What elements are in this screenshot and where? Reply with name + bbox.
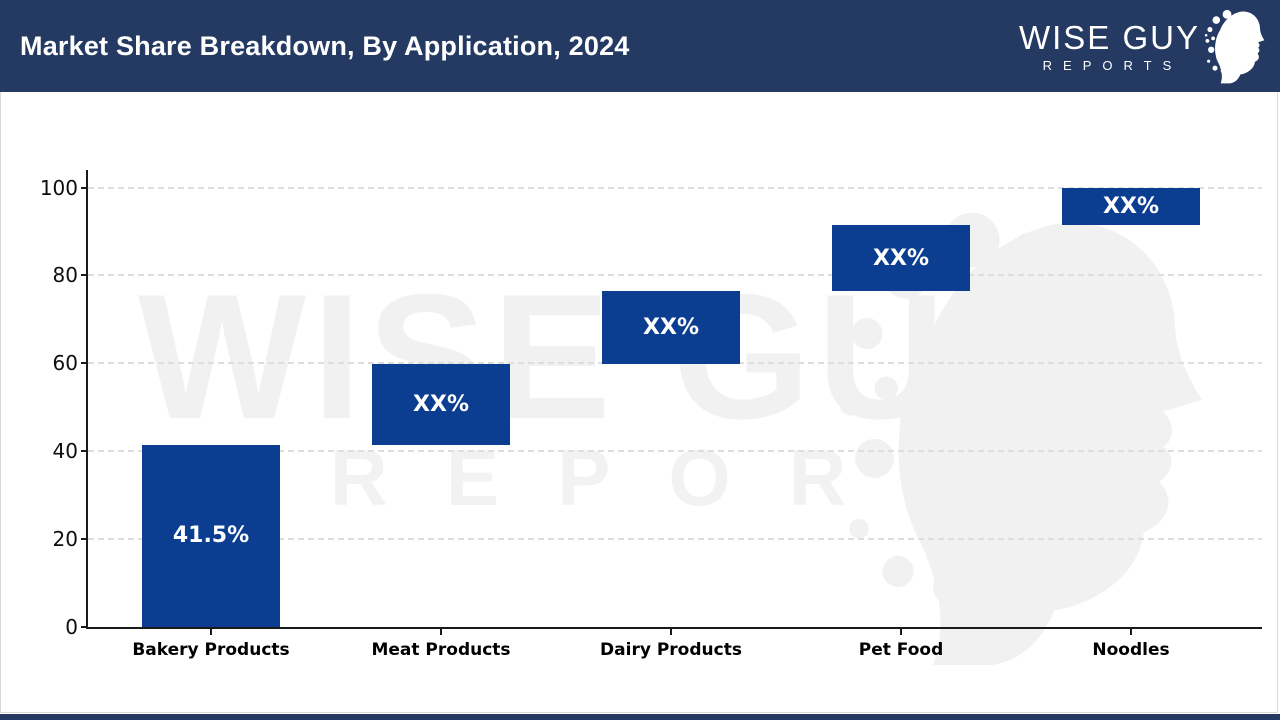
bar-segment: XX% [1062,187,1200,225]
x-category-label: Noodles [1092,640,1170,660]
gridline-100 [88,186,1262,189]
gridline-20 [88,538,1262,541]
logo-line2: REPORTS [1042,57,1183,73]
gridline-40 [88,450,1262,453]
y-axis-line [86,170,88,629]
footer-bar [0,714,1280,720]
x-tick-mark [1130,628,1132,635]
x-tick-mark [670,628,672,635]
bar-segment: XX% [832,224,970,292]
y-tick-mark [81,450,88,453]
y-tick-label: 40 [52,439,78,464]
x-tick-mark [210,628,212,635]
x-tick-mark [440,628,442,635]
x-category-label: Pet Food [858,640,944,660]
bar-segment: 41.5% [142,444,280,627]
x-axis-line [86,627,1262,629]
wiseguy-logo: WISE GUY REPORTS [1019,8,1266,84]
y-tick-label: 20 [52,527,78,552]
y-tick-mark [81,538,88,541]
header-bar: Market Share Breakdown, By Application, … [0,0,1280,92]
bar-value-label: XX% [1103,193,1159,219]
logo-wordmark: WISE GUY REPORTS [1019,21,1200,72]
y-tick-label: 0 [65,615,78,639]
x-tick-mark [900,628,902,635]
y-tick-label: 80 [52,263,78,288]
y-tick-mark [81,274,88,277]
y-tick-mark [81,626,88,628]
x-category-label: Bakery Products [132,640,290,660]
bar-value-label: XX% [873,245,929,271]
y-tick-label: 100 [39,175,78,200]
gridline-80 [88,274,1262,277]
x-category-label: Meat Products [371,640,511,660]
bar-segment: XX% [602,291,740,365]
bar-segment: XX% [372,364,510,445]
bar-value-label: XX% [643,315,699,341]
bar-value-label: 41.5% [172,523,250,549]
y-tick-mark [81,186,88,189]
bar-value-label: XX% [413,391,469,417]
logo-line1: WISE GUY [1018,18,1200,56]
page-title: Market Share Breakdown, By Application, … [20,30,630,61]
x-category-label: Dairy Products [600,640,742,660]
y-tick-label: 60 [52,351,78,376]
y-tick-mark [81,362,88,365]
